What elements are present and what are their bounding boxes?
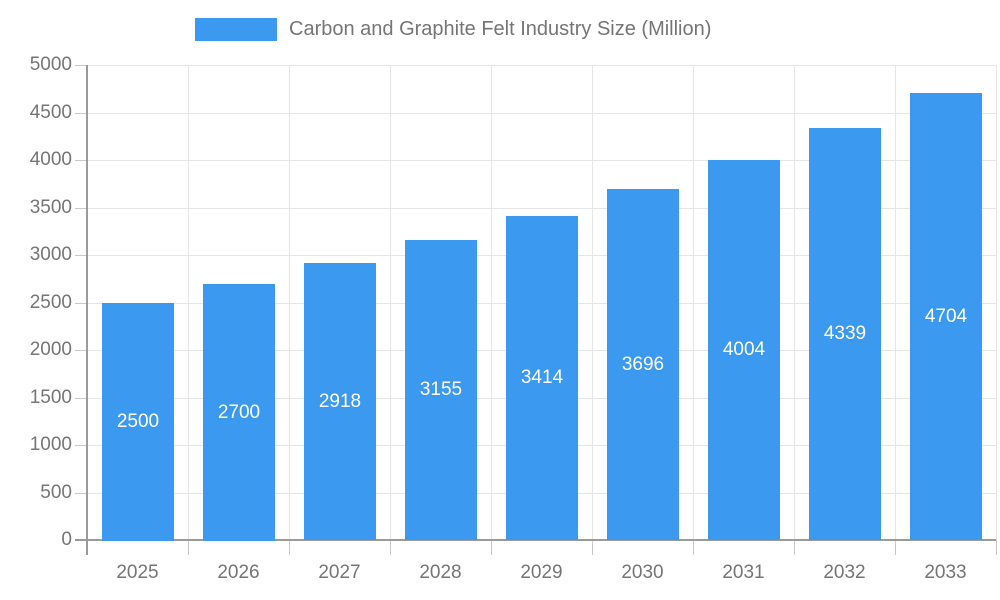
bar[interactable]: 2700 <box>203 284 275 541</box>
bar-value-label: 2500 <box>116 411 160 432</box>
bar-value-label: 2918 <box>318 390 362 412</box>
legend[interactable]: Carbon and Graphite Felt Industry Size (… <box>195 18 711 41</box>
bar[interactable]: 2500 <box>102 303 174 541</box>
h-gridline <box>87 113 996 114</box>
y-axis-tick-label: 2000 <box>29 339 72 360</box>
x-axis-tick <box>491 540 492 555</box>
legend-swatch-icon <box>195 18 277 41</box>
y-axis-tick <box>75 113 87 114</box>
x-axis-tick <box>188 540 189 555</box>
y-axis-tick <box>75 208 87 209</box>
y-axis-tick-label: 3500 <box>29 197 72 218</box>
x-axis-category-label: 2028 <box>419 562 462 583</box>
bar[interactable]: 4339 <box>809 128 881 540</box>
v-gridline <box>592 65 593 540</box>
y-axis-tick <box>75 303 87 304</box>
x-axis-category-label: 2030 <box>621 562 664 583</box>
y-axis-tick <box>75 350 87 351</box>
x-axis-tick <box>794 540 795 555</box>
h-gridline <box>87 65 996 66</box>
bar-value-label: 3414 <box>520 367 564 388</box>
v-gridline <box>491 65 492 540</box>
bar[interactable]: 4704 <box>910 93 982 540</box>
bar[interactable]: 3414 <box>506 216 578 540</box>
x-axis-category-label: 2027 <box>318 562 361 583</box>
x-axis-tick <box>996 540 997 555</box>
h-gridline <box>87 160 996 161</box>
h-gridline <box>87 208 996 209</box>
bar-value-label: 2700 <box>217 401 261 423</box>
y-axis-tick <box>75 493 87 494</box>
v-gridline <box>794 65 795 540</box>
bar[interactable]: 3155 <box>405 240 477 540</box>
y-axis-tick-label: 1500 <box>29 387 72 408</box>
x-axis-category-label: 2032 <box>823 562 866 583</box>
bar-value-label: 4339 <box>823 323 867 344</box>
v-gridline <box>996 65 997 540</box>
x-axis-category-label: 2031 <box>722 562 765 583</box>
bar[interactable]: 4004 <box>708 160 780 540</box>
x-axis-line <box>75 539 996 541</box>
bar[interactable]: 3696 <box>607 189 679 540</box>
bar[interactable]: 2918 <box>304 263 376 540</box>
x-axis-category-label: 2029 <box>520 562 563 583</box>
v-gridline <box>390 65 391 540</box>
x-axis-tick <box>592 540 593 555</box>
y-axis-tick-label: 500 <box>40 482 72 503</box>
y-axis-tick-label: 5000 <box>29 54 72 75</box>
x-axis-tick <box>390 540 391 555</box>
bar-value-label: 4004 <box>722 339 766 360</box>
v-gridline <box>289 65 290 540</box>
y-axis-tick <box>75 65 87 66</box>
x-axis-category-label: 2033 <box>924 562 967 583</box>
v-gridline <box>693 65 694 540</box>
bar-value-label: 4704 <box>924 305 968 327</box>
y-axis-tick <box>75 445 87 446</box>
x-axis-category-label: 2026 <box>217 562 260 583</box>
x-axis-tick <box>289 540 290 555</box>
y-axis-line <box>86 65 88 555</box>
x-axis-tick <box>693 540 694 555</box>
y-axis-tick-label: 4500 <box>29 102 72 123</box>
y-axis-tick <box>75 398 87 399</box>
y-axis-tick-label: 3000 <box>29 244 72 265</box>
legend-label: Carbon and Graphite Felt Industry Size (… <box>289 18 712 40</box>
y-axis-tick-label: 0 <box>61 529 72 550</box>
y-axis-tick <box>75 160 87 161</box>
y-axis-tick-label: 1000 <box>29 434 72 455</box>
y-axis-tick-label: 4000 <box>29 149 72 170</box>
bar-value-label: 3696 <box>621 353 665 375</box>
bar-value-label: 3155 <box>419 379 463 400</box>
v-gridline <box>895 65 896 540</box>
x-axis-tick <box>895 540 896 555</box>
y-axis-tick <box>75 255 87 256</box>
v-gridline <box>188 65 189 540</box>
x-axis-category-label: 2025 <box>116 562 159 583</box>
y-axis-tick-label: 2500 <box>29 292 72 313</box>
